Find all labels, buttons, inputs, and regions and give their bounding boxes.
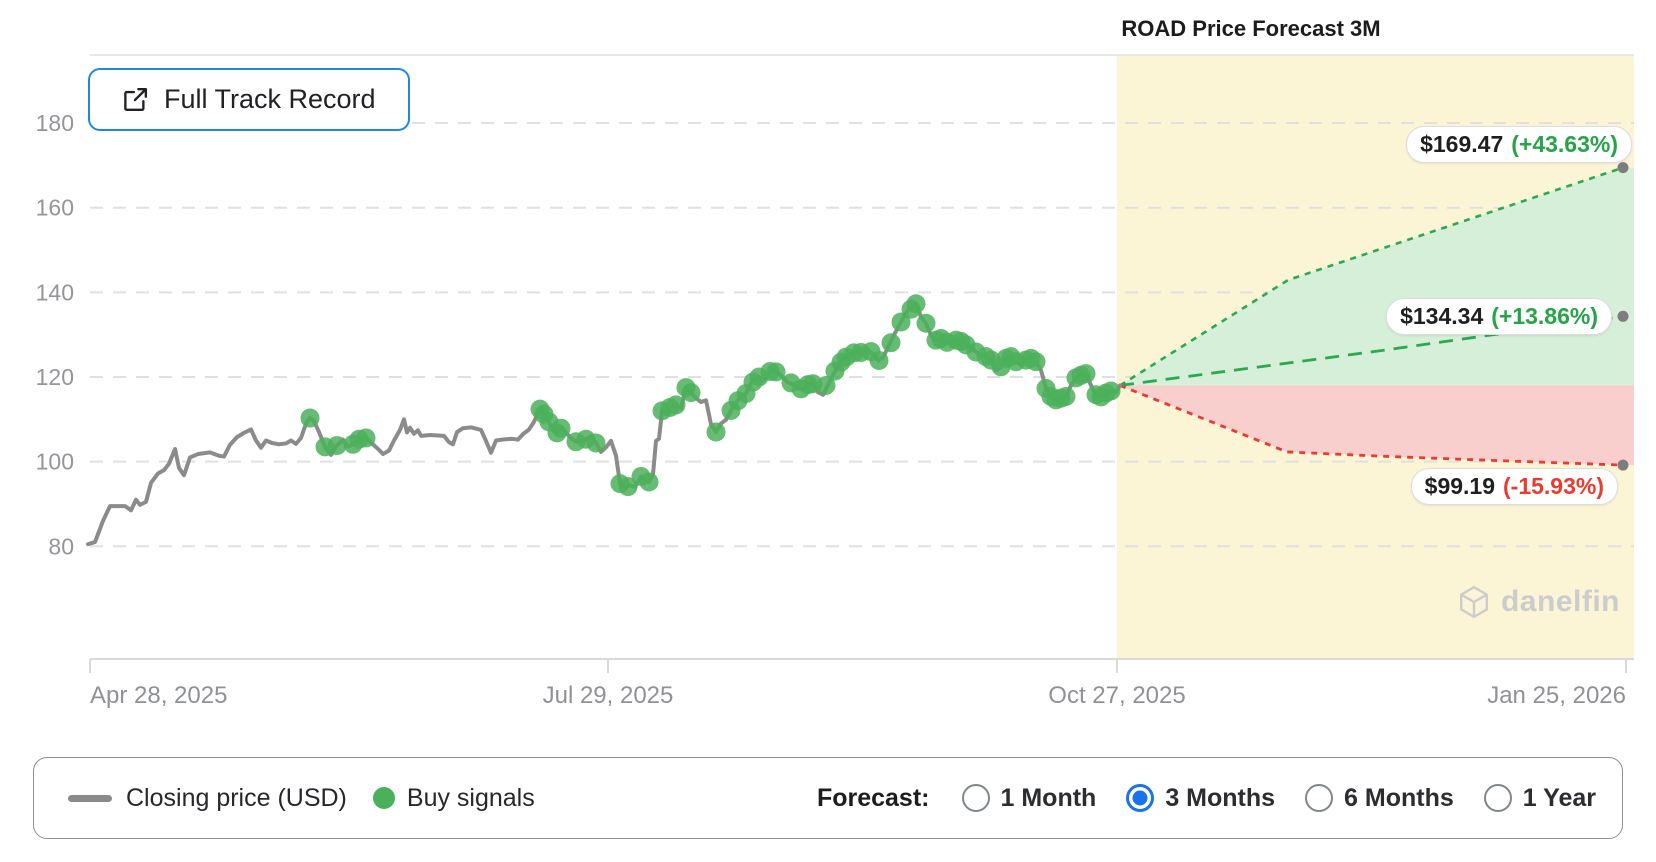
closing-price-swatch xyxy=(68,794,112,802)
radio-6-months[interactable]: 6 Months xyxy=(1305,784,1454,813)
x-axis-label: Jul 29, 2025 xyxy=(543,682,674,709)
buy-signal-dot xyxy=(639,472,659,492)
buy-signal-dot xyxy=(666,395,686,415)
radio-1-month[interactable]: 1 Month xyxy=(961,783,1097,813)
buy-signal-dot xyxy=(1056,386,1076,406)
radio-1-year-label[interactable]: 1 Year xyxy=(1522,783,1596,812)
forecast-low-pct: (-15.93%) xyxy=(1503,473,1604,499)
forecast-upper-line xyxy=(1119,166,1624,387)
buy-signals-label: Buy signals xyxy=(406,783,535,812)
buy-signal-dot xyxy=(881,333,901,353)
buy-signal-dot xyxy=(916,313,936,333)
radio-1-month-label[interactable]: 1 Month xyxy=(1000,783,1097,812)
external-link-icon xyxy=(124,87,148,112)
legend-bar: Closing price (USD) Buy signals Forecast… xyxy=(33,757,1623,839)
forecast-endpoint-dot xyxy=(1617,162,1629,174)
forecast-high-label: $169.47 (+43.63%) xyxy=(1406,126,1632,163)
radio-1-month-circle[interactable] xyxy=(961,784,990,812)
x-axis-label: Oct 27, 2025 xyxy=(1048,682,1185,709)
buy-signal-dot xyxy=(327,436,347,456)
radio-6-months-circle[interactable] xyxy=(1305,784,1334,812)
forecast-group-label: Forecast: xyxy=(816,783,930,812)
forecast-mid-pct: (+13.86%) xyxy=(1491,303,1598,329)
y-axis-label: 180 xyxy=(36,110,74,136)
buy-signal-dot xyxy=(706,422,726,442)
forecast-high-price: $169.47 xyxy=(1420,131,1504,157)
buy-signal-dot xyxy=(300,408,320,428)
forecast-low-price: $99.19 xyxy=(1424,473,1496,499)
buy-signal-dot xyxy=(906,294,926,314)
forecast-endpoint-dot xyxy=(1617,459,1629,471)
forecast-endpoint-dot xyxy=(1617,310,1629,322)
buy-signal-dot xyxy=(586,433,606,453)
forecast-mid-price: $134.34 xyxy=(1400,303,1484,329)
y-axis-label: 100 xyxy=(36,449,74,475)
closing-price-label: Closing price (USD) xyxy=(126,783,347,812)
radio-3-months-label[interactable]: 3 Months xyxy=(1165,783,1276,812)
forecast-low-label: $99.19 (-15.93%) xyxy=(1410,468,1618,505)
radio-3-months[interactable]: 3 Months xyxy=(1126,784,1275,813)
danelfin-watermark-text: danelfin xyxy=(1500,585,1620,618)
buy-signal-dot xyxy=(766,362,786,382)
x-axis-label: Apr 28, 2025 xyxy=(90,682,227,709)
buy-signal-dot xyxy=(618,477,638,497)
y-axis-label: 140 xyxy=(36,279,74,305)
radio-6-months-label[interactable]: 6 Months xyxy=(1344,783,1454,812)
buy-signal-dot xyxy=(356,428,376,448)
danelfin-logo-icon xyxy=(1460,586,1488,618)
forecast-period-group: Forecast: 1 Month 3 Months 6 Months 1 Ye… xyxy=(817,784,1596,813)
buy-signal-dot xyxy=(1101,381,1121,401)
forecast-lower-line xyxy=(1119,384,1624,467)
radio-1-year[interactable]: 1 Year xyxy=(1483,783,1596,813)
buy-signal-dot xyxy=(1076,364,1096,384)
y-axis-label: 80 xyxy=(48,533,74,559)
radio-3-months-circle[interactable] xyxy=(1126,784,1155,812)
y-axis-label: 160 xyxy=(36,195,74,221)
buy-signal-swatch xyxy=(372,787,395,809)
x-axis-label: Jan 25, 2026 xyxy=(1487,682,1626,709)
forecast-downside-area xyxy=(1120,385,1634,466)
buy-signal-dot xyxy=(891,312,911,332)
full-track-record-button[interactable]: Full Track Record xyxy=(88,68,410,131)
page-title: ROAD Price Forecast 3M xyxy=(1121,16,1381,41)
buy-signal-dot xyxy=(869,350,889,370)
forecast-high-pct: (+43.63%) xyxy=(1511,131,1618,157)
buy-signal-dot xyxy=(816,375,836,395)
y-axis-label: 120 xyxy=(36,364,74,390)
full-track-record-label: Full Track Record xyxy=(164,84,376,114)
buy-signal-dot xyxy=(681,383,701,403)
buy-signal-dot xyxy=(1026,352,1046,372)
danelfin-watermark: danelfin xyxy=(1456,584,1620,620)
radio-1-year-circle[interactable] xyxy=(1483,784,1512,812)
buy-signal-dot xyxy=(551,418,571,438)
forecast-mid-label: $134.34 (+13.86%) xyxy=(1386,298,1612,335)
